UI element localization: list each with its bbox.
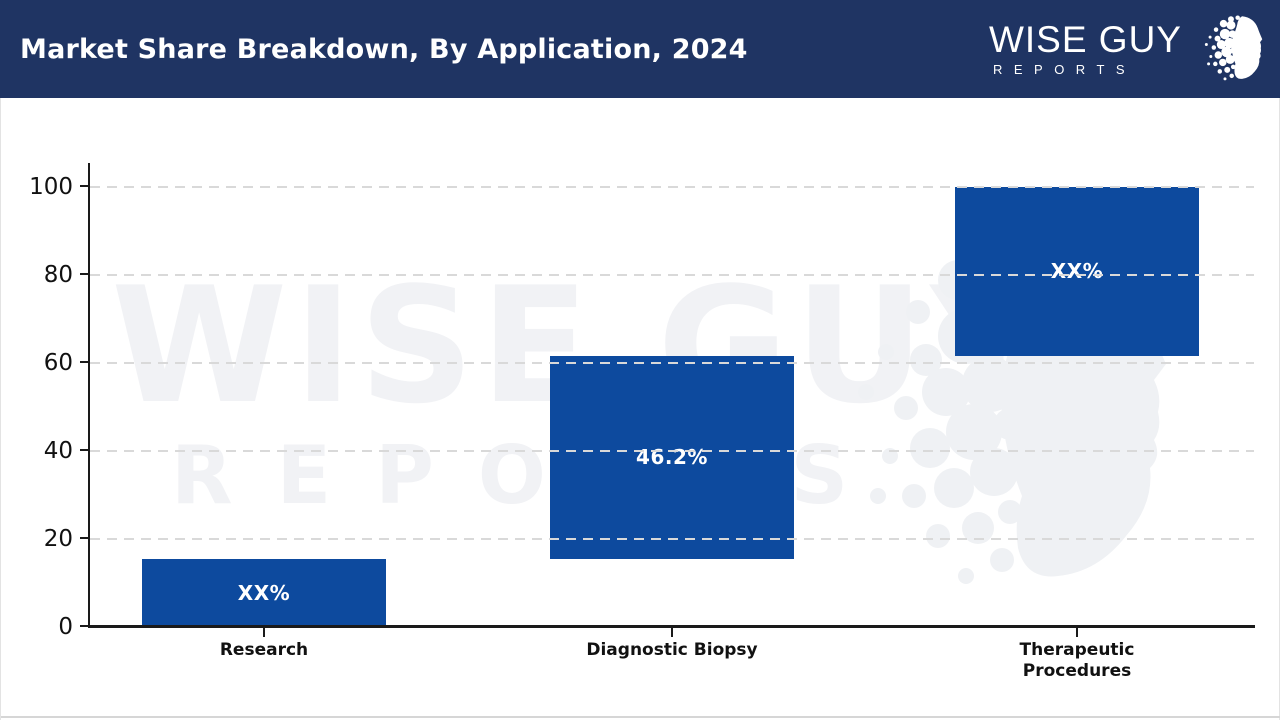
y-tick-label: 20: [43, 526, 73, 552]
y-tick: [80, 185, 88, 187]
x-category-label-diagnostic-biopsy: Diagnostic Biopsy: [586, 640, 758, 660]
logo-text: WISE GUY REPORTS: [989, 21, 1182, 77]
dotted-face-icon: [1184, 11, 1266, 87]
y-tick: [80, 625, 88, 627]
y-tick-label: 60: [43, 350, 73, 376]
x-category-label-therapeutic-procedures: Therapeutic Procedures: [1019, 640, 1135, 681]
bar-therapeutic-procedures: XX%: [955, 187, 1199, 356]
chart-plot-area: WISE GUY REPORTS XX% 46.2% XX% 100 80 60…: [0, 98, 1280, 720]
bar-value-label: XX%: [237, 580, 291, 605]
x-axis-line: [88, 625, 1255, 628]
x-tick: [1076, 628, 1078, 637]
bottom-divider: [1, 716, 1280, 718]
wise-guy-reports-logo: WISE GUY REPORTS: [989, 11, 1280, 87]
y-tick: [80, 361, 88, 363]
gridline-100: [90, 186, 1254, 188]
y-tick: [80, 537, 88, 539]
page-title: Market Share Breakdown, By Application, …: [20, 33, 748, 65]
x-tick: [263, 628, 265, 637]
bar-research: XX%: [142, 558, 386, 627]
gridline-60: [90, 362, 1254, 364]
y-tick: [80, 273, 88, 275]
y-tick-label: 100: [29, 174, 73, 200]
bar-value-label: XX%: [1050, 259, 1104, 284]
bar-value-label: 46.2%: [636, 445, 708, 470]
logo-wordmark: WISE GUY: [988, 19, 1182, 60]
y-tick-label: 0: [58, 614, 73, 640]
bar-diagnostic-biopsy: 46.2%: [550, 355, 794, 559]
y-tick-label: 80: [43, 262, 73, 288]
x-category-label-research: Research: [219, 640, 309, 660]
y-tick: [80, 449, 88, 451]
y-axis-line: [88, 163, 90, 628]
x-tick: [671, 628, 673, 637]
gridline-40: [90, 450, 1254, 452]
logo-reports-label: REPORTS: [992, 62, 1137, 77]
header-bar: Market Share Breakdown, By Application, …: [0, 0, 1280, 98]
gridline-20: [90, 538, 1254, 540]
y-tick-label: 40: [43, 438, 73, 464]
gridline-80: [90, 274, 1254, 276]
